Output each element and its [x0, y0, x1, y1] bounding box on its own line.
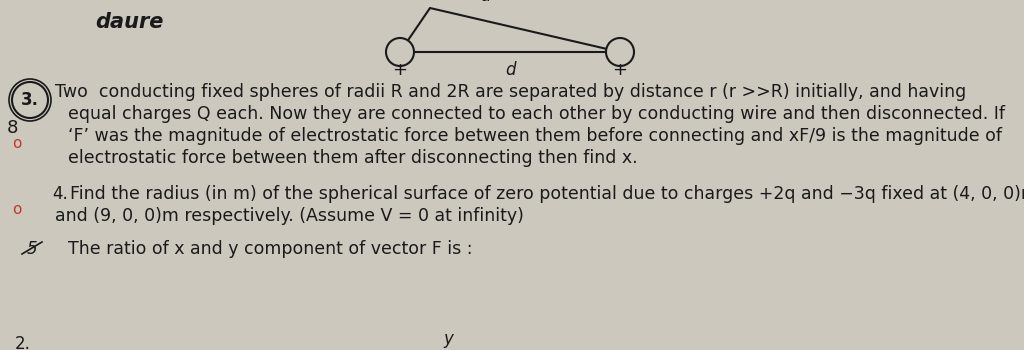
Text: 2.: 2.	[15, 335, 31, 350]
Text: +: +	[612, 61, 628, 79]
Text: y: y	[443, 330, 453, 348]
Circle shape	[606, 38, 634, 66]
Text: d: d	[505, 61, 515, 79]
Text: 8: 8	[6, 119, 17, 137]
Text: equal charges Q each. Now they are connected to each other by conducting wire an: equal charges Q each. Now they are conne…	[68, 105, 1005, 123]
Text: daure: daure	[95, 12, 164, 32]
Text: a: a	[480, 0, 490, 5]
Text: o: o	[12, 203, 22, 217]
Text: electrostatic force between them after disconnecting then find x.: electrostatic force between them after d…	[68, 149, 638, 167]
Text: 3.: 3.	[22, 91, 39, 109]
Circle shape	[386, 38, 414, 66]
Text: 5: 5	[27, 240, 37, 258]
Text: 4.: 4.	[52, 185, 68, 203]
Text: ‘F’ was the magnitude of electrostatic force between them before connecting and : ‘F’ was the magnitude of electrostatic f…	[68, 127, 1002, 145]
Text: The ratio of x and y component of vector F is :: The ratio of x and y component of vector…	[68, 240, 472, 258]
Text: +: +	[392, 61, 408, 79]
Text: and (9, 0, 0)m respectively. (Assume V = 0 at infinity): and (9, 0, 0)m respectively. (Assume V =…	[55, 207, 524, 225]
Text: Find the radius (in m) of the spherical surface of zero potential due to charges: Find the radius (in m) of the spherical …	[70, 185, 1024, 203]
Text: Two  conducting fixed spheres of radii R and 2R are separated by distance r (r >: Two conducting fixed spheres of radii R …	[55, 83, 967, 101]
Text: o: o	[12, 135, 22, 150]
